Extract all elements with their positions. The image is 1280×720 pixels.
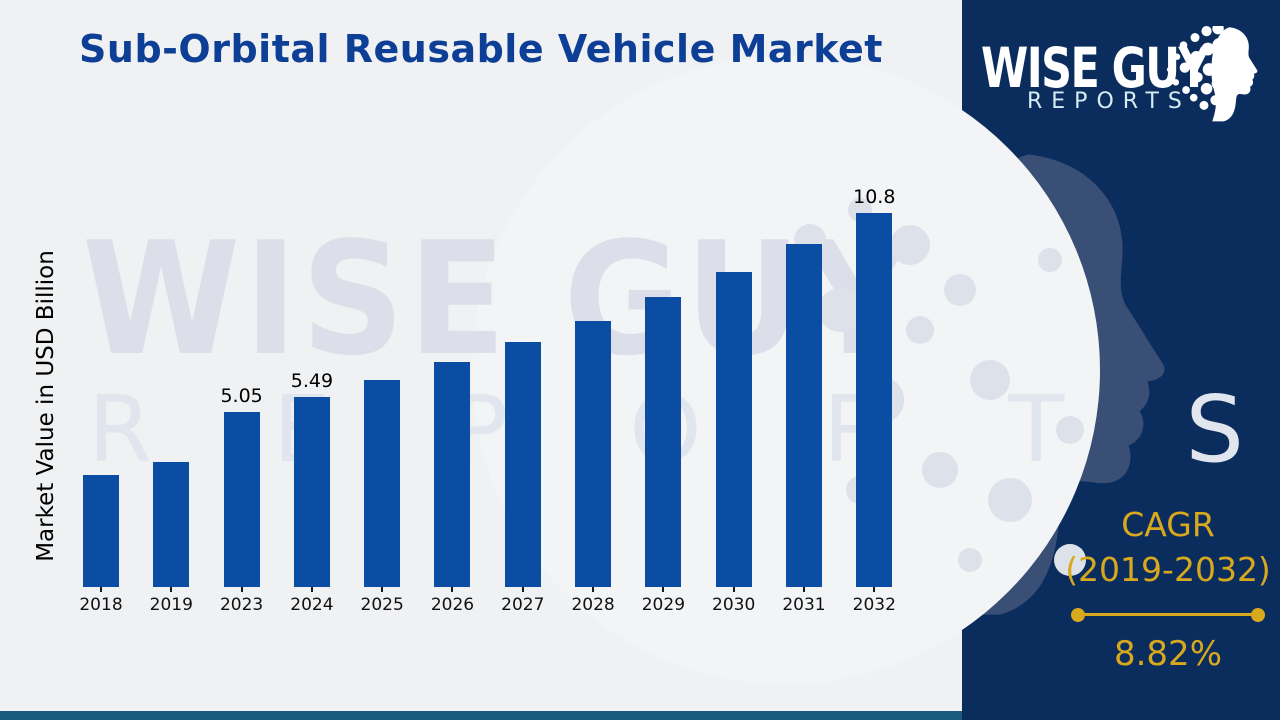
axis-tick	[170, 587, 173, 592]
bar-value-label: 5.49	[290, 370, 334, 392]
bar-column: 5.05 2023	[220, 180, 263, 615]
x-axis-label: 2018	[79, 595, 123, 615]
cagr-block: CAGR (2019-2032) 8.82%	[1056, 505, 1280, 674]
bar	[153, 462, 190, 587]
bar-column: 2029	[642, 180, 685, 615]
axis-tick	[240, 587, 243, 592]
bar	[504, 342, 541, 587]
bar-column: 2028	[571, 180, 615, 615]
bar	[83, 475, 119, 587]
bar-value-label: 5.05	[220, 385, 263, 407]
x-axis-label: 2027	[501, 595, 545, 615]
x-axis-label: 2030	[712, 595, 756, 615]
bar	[645, 297, 682, 587]
bar	[575, 321, 612, 587]
axis-tick	[732, 587, 735, 592]
bar	[434, 362, 471, 587]
axis-tick	[802, 587, 805, 592]
bar-value-label: 10.8	[853, 186, 896, 208]
bar-chart: 2018 2019 5.05 2023 5.49 2024 2025 2026 2027 2028…	[79, 180, 896, 615]
axis-tick	[100, 587, 102, 592]
bar-column: 10.8 2032	[853, 180, 896, 615]
cagr-range: (2019-2032)	[1065, 550, 1271, 589]
x-axis-label: 2031	[782, 595, 826, 615]
x-axis-label: 2029	[641, 595, 686, 615]
axis-tick	[592, 587, 595, 592]
bar-column: 2026	[431, 180, 474, 615]
axis-tick	[451, 587, 454, 592]
bar	[223, 412, 260, 587]
cagr-heading: CAGR	[1121, 505, 1215, 544]
x-axis-label: 2032	[852, 595, 896, 615]
bar	[293, 397, 330, 587]
bar-column: 2025	[361, 180, 404, 615]
axis-tick	[310, 587, 313, 592]
cagr-divider-line	[1071, 607, 1265, 622]
bar	[856, 213, 893, 587]
bar-column: 2027	[501, 180, 544, 615]
bar-column: 2019	[150, 180, 193, 615]
x-axis-label: 2025	[360, 595, 404, 615]
axis-tick	[662, 587, 665, 592]
bar-column: 5.49 2024	[290, 180, 334, 615]
bottom-accent-strip	[0, 711, 962, 720]
x-axis-label: 2023	[219, 595, 264, 615]
x-axis-label: 2024	[290, 595, 334, 615]
page-title: Sub-Orbital Reusable Vehicle Market	[79, 27, 883, 71]
bar-column: 2018	[79, 180, 123, 615]
x-axis-label: 2026	[430, 595, 475, 615]
axis-tick	[521, 587, 524, 592]
cagr-value: 8.82%	[1113, 634, 1222, 674]
bar	[785, 244, 822, 587]
brand-logo-subtext: REPORTS	[1027, 89, 1191, 114]
y-axis-label: Market Value in USD Billion	[33, 250, 59, 562]
bar-column: 2031	[782, 180, 826, 615]
axis-tick	[873, 587, 876, 592]
bar	[715, 272, 752, 587]
x-axis-label: 2019	[149, 595, 193, 615]
face-profile-icon	[1166, 26, 1258, 122]
brand-logo-text: WISE GUY	[981, 36, 1210, 100]
axis-tick	[381, 587, 384, 592]
bar	[364, 380, 401, 587]
bar-column: 2030	[712, 180, 755, 615]
x-axis-label: 2028	[571, 595, 615, 615]
